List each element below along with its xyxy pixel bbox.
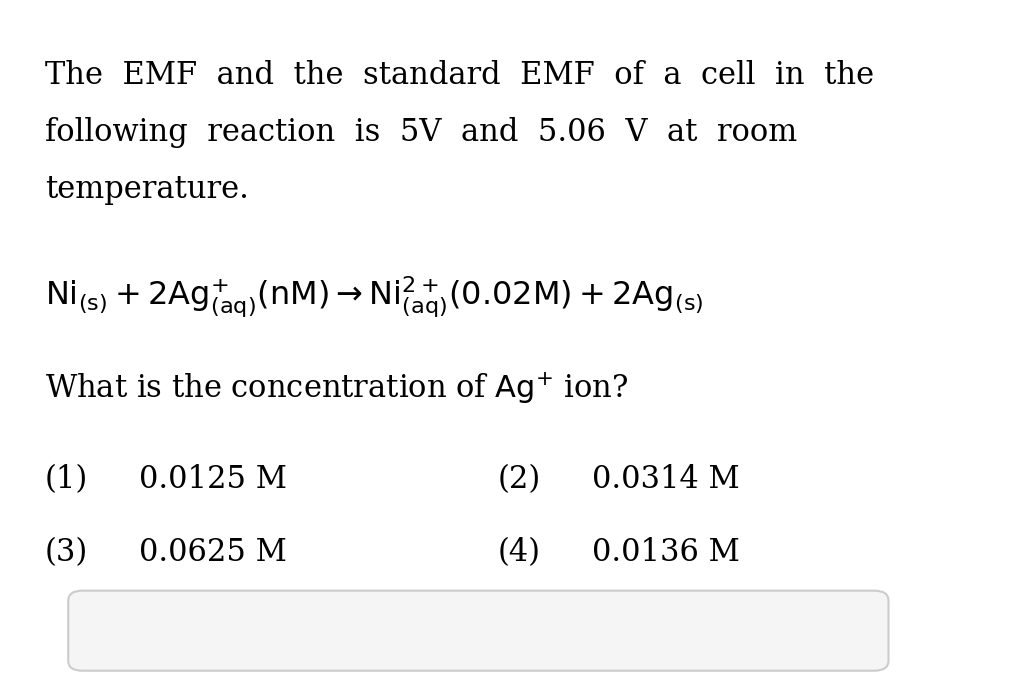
Text: following  reaction  is  5V  and  5.06  V  at  room: following reaction is 5V and 5.06 V at r… (45, 117, 797, 148)
Text: The  EMF  and  the  standard  EMF  of  a  cell  in  the: The EMF and the standard EMF of a cell i… (45, 61, 873, 91)
Text: (4): (4) (498, 537, 541, 569)
Text: temperature.: temperature. (45, 174, 249, 205)
Text: (2): (2) (498, 464, 541, 495)
FancyBboxPatch shape (69, 590, 889, 671)
Text: (3): (3) (45, 537, 88, 569)
Text: What is the concentration of $\mathrm{Ag^{+}}$ ion?: What is the concentration of $\mathrm{Ag… (45, 370, 628, 406)
Text: 0.0136 M: 0.0136 M (592, 537, 739, 569)
Text: 0.0625 M: 0.0625 M (139, 537, 287, 569)
Text: 0.0314 M: 0.0314 M (592, 464, 739, 495)
Text: $\mathrm{Ni_{(s)}} + \mathrm{2Ag^{+}_{(aq)}(nM)} \rightarrow \mathrm{Ni^{2+}_{(a: $\mathrm{Ni_{(s)}} + \mathrm{2Ag^{+}_{(a… (45, 274, 703, 319)
Text: (1): (1) (45, 464, 88, 495)
Text: 0.0125 M: 0.0125 M (139, 464, 287, 495)
